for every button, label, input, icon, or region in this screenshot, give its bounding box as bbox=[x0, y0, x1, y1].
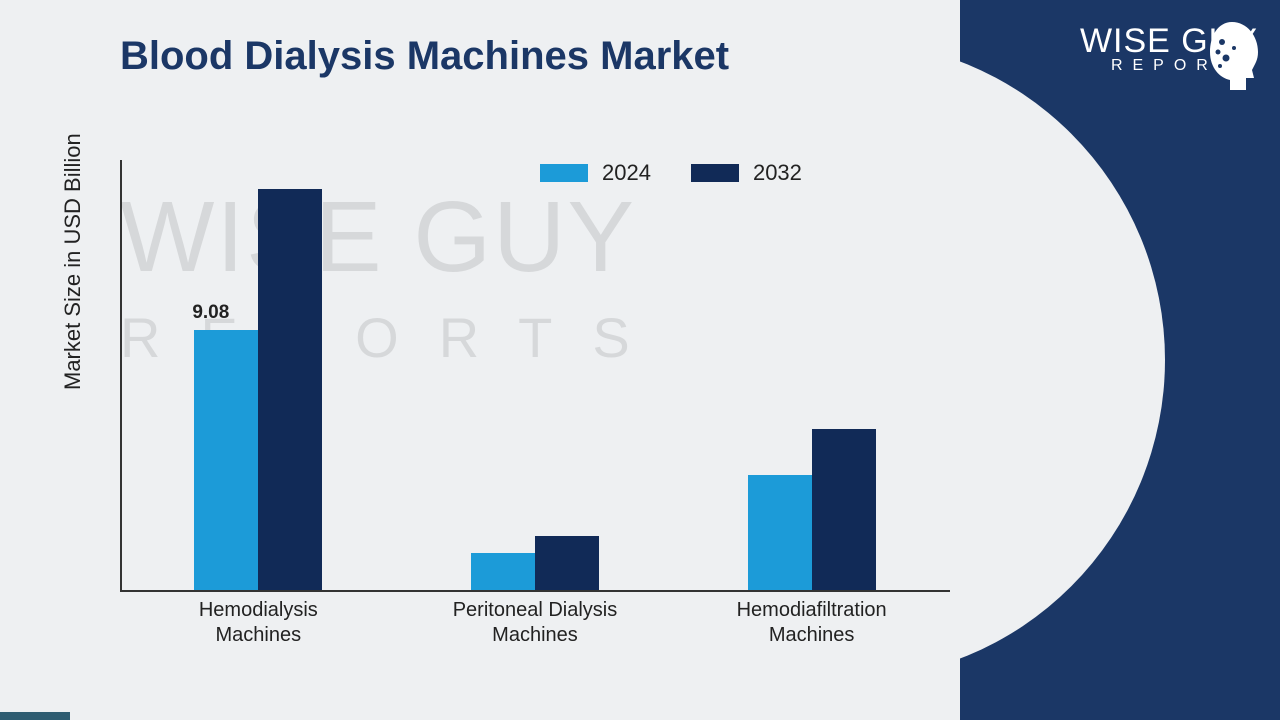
bar-2024 bbox=[194, 330, 258, 590]
bar-2032 bbox=[258, 189, 322, 590]
bar-2032 bbox=[812, 429, 876, 590]
bars-container: Hemodialysis Machines9.08 Peritoneal Dial… bbox=[120, 160, 950, 590]
chart-title: Blood Dialysis Machines Market bbox=[120, 34, 729, 79]
bar-2024 bbox=[748, 475, 812, 590]
bar-2032 bbox=[535, 536, 599, 590]
category-label: Hemodialysis Machines bbox=[158, 598, 358, 648]
category-label: Hemodiafiltration Machines bbox=[712, 598, 912, 648]
x-axis-line bbox=[120, 590, 950, 592]
bottom-accent-bar bbox=[0, 712, 70, 720]
logo-head-icon bbox=[1202, 18, 1260, 98]
chart-page: WISE GUY REPORTS Blood Dialysis Machines… bbox=[0, 0, 1280, 720]
bar-group: Hemodiafiltration Machines bbox=[748, 429, 876, 590]
bar-2024 bbox=[471, 553, 535, 590]
bar-group: Hemodialysis Machines9.08 bbox=[194, 189, 322, 590]
chart-area: Market Size in USD Billion Hemodialysis … bbox=[80, 160, 980, 690]
y-axis-label: Market Size in USD Billion bbox=[60, 133, 86, 390]
category-label: Peritoneal Dialysis Machines bbox=[435, 598, 635, 648]
bar-value-label: 9.08 bbox=[192, 302, 229, 324]
bar-group: Peritoneal Dialysis Machines bbox=[471, 536, 599, 590]
